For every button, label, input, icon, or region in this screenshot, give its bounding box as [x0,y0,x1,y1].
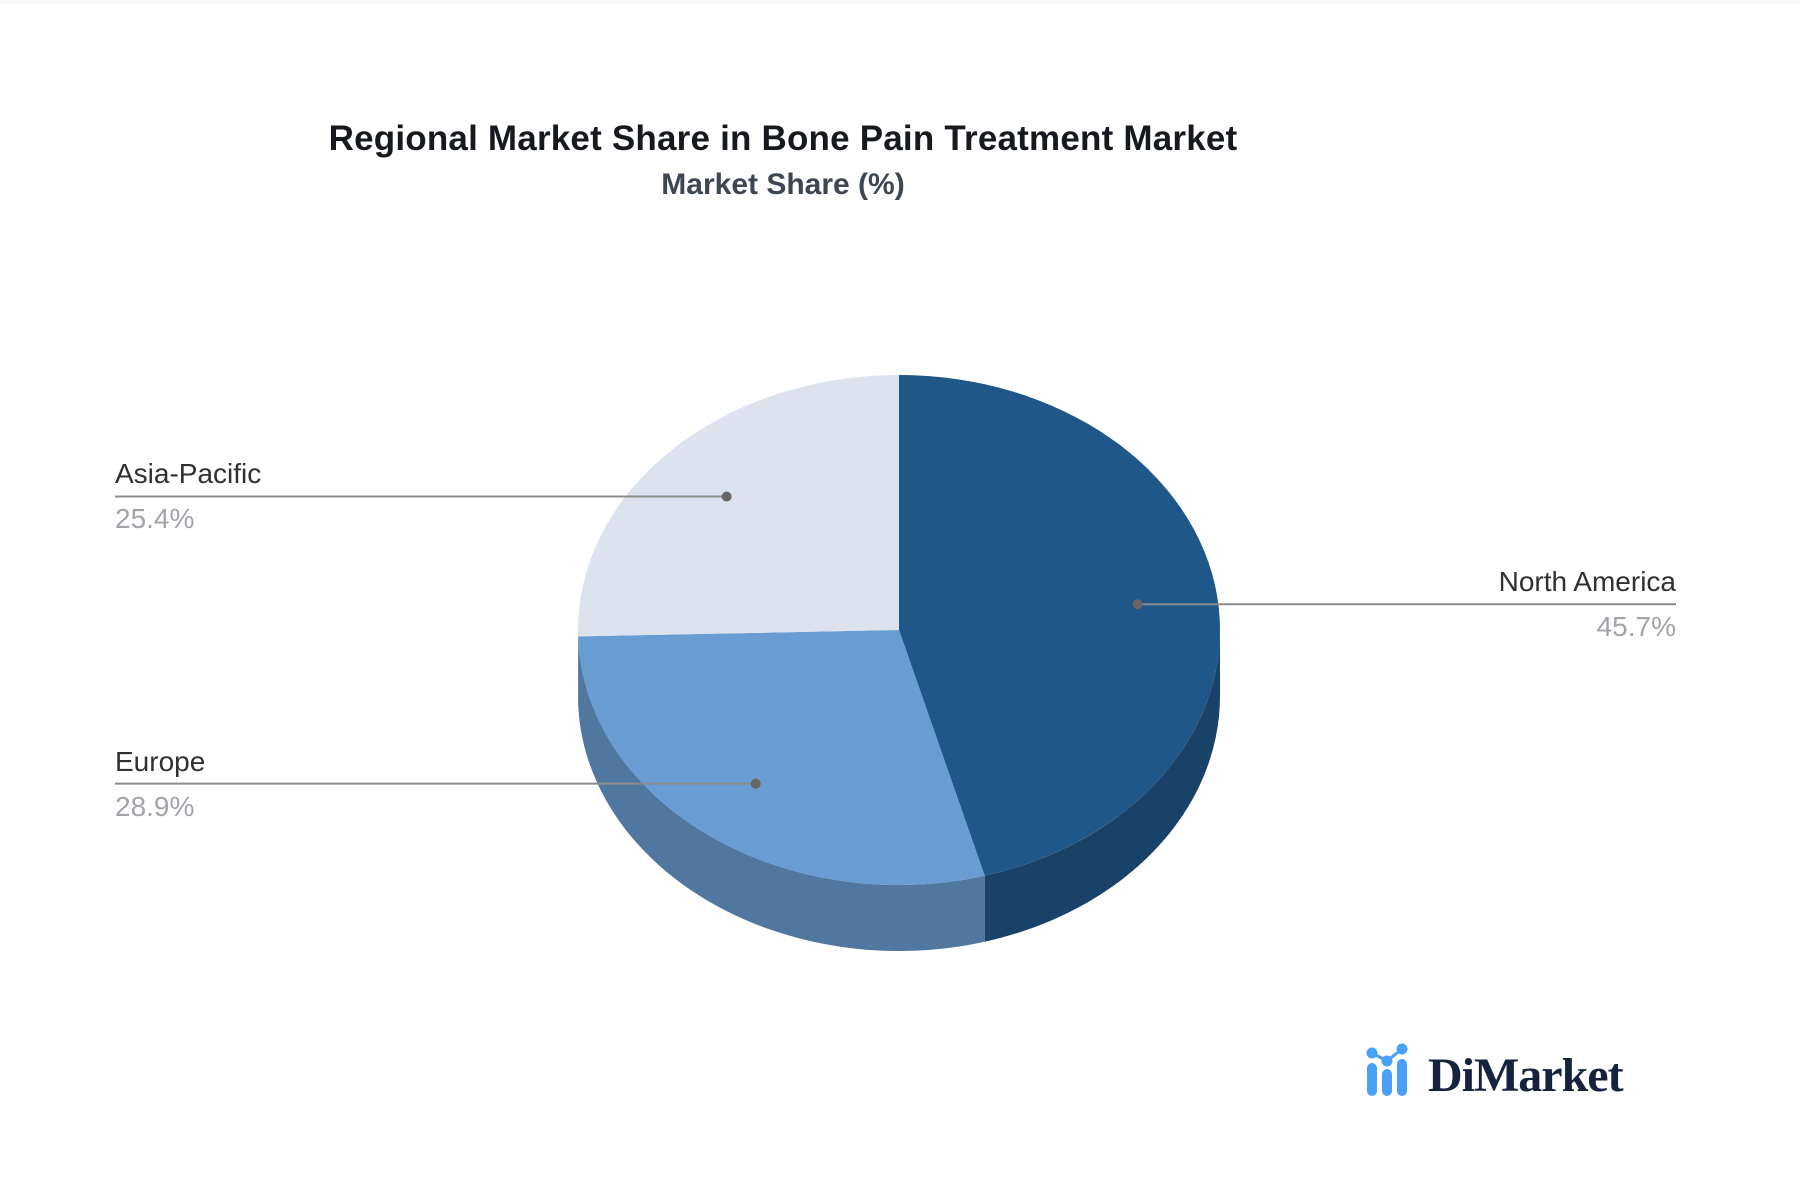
chart-title: Regional Market Share in Bone Pain Treat… [328,119,1238,158]
pie-slice-side [984,630,1220,942]
leader-dot [1132,599,1143,610]
page-top-strip [0,0,1800,4]
pie-slice[interactable] [578,375,899,637]
brand-logo: DiMarket [1366,1042,1624,1102]
pie-slice[interactable] [899,375,1221,876]
bar-line-chart-icon [1366,1043,1408,1096]
pie-slice-side [578,636,985,951]
brand-name: DiMarket [1428,1049,1624,1102]
chart-subtitle: Market Share (%) [661,168,905,201]
leader-dot [750,778,761,789]
pie-slice[interactable] [578,630,985,885]
leader-dot [721,491,732,502]
